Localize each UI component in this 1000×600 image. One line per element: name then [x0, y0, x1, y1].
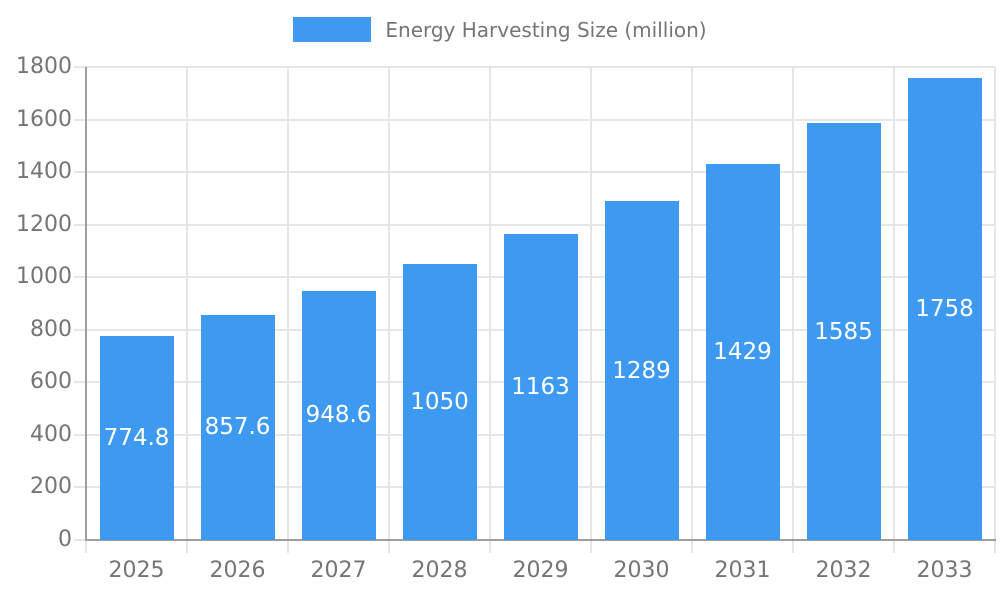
y-tick-label: 1200 [16, 211, 72, 237]
y-tick-label: 1800 [16, 54, 72, 79]
y-tick-label: 1600 [16, 106, 72, 132]
y-tick-label: 1400 [16, 159, 72, 185]
bar[interactable] [907, 78, 982, 540]
v-gridline [893, 67, 895, 553]
x-tick-label: 2030 [613, 558, 670, 583]
h-gridline [74, 223, 995, 226]
y-tick-label: 1000 [16, 264, 72, 290]
bar[interactable] [301, 290, 376, 540]
bar-value-label: 1163 [511, 374, 570, 401]
bar-value-label: 1585 [814, 318, 873, 345]
x-tick-label: 2027 [310, 558, 367, 583]
bar-value-label: 1429 [713, 339, 772, 366]
v-gridline [792, 67, 794, 553]
v-gridline [186, 67, 188, 553]
x-tick-label: 2033 [916, 558, 973, 583]
bar[interactable] [99, 336, 174, 540]
x-tick-label: 2026 [209, 558, 266, 583]
v-gridline [489, 67, 491, 553]
y-tick-label: 600 [30, 369, 72, 395]
x-tick-label: 2029 [512, 558, 569, 583]
v-gridline [590, 67, 592, 553]
h-gridline [74, 171, 995, 174]
bar[interactable] [402, 264, 477, 540]
v-gridline [994, 67, 996, 553]
bar-value-label: 857.6 [204, 414, 271, 441]
y-axis-line [85, 67, 87, 541]
bar[interactable] [604, 201, 679, 540]
bar-value-label: 1758 [915, 296, 974, 323]
chart-legend[interactable]: Energy Harvesting Size (million) [0, 17, 1000, 42]
v-gridline [388, 67, 390, 553]
v-gridline [691, 67, 693, 553]
bar[interactable] [200, 314, 275, 540]
bar-value-label: 948.6 [305, 402, 372, 429]
legend-label: Energy Harvesting Size (million) [385, 17, 707, 42]
y-tick-label: 0 [58, 527, 72, 552]
bar-value-label: 774.8 [103, 425, 170, 452]
h-gridline [74, 118, 995, 121]
x-tick-label: 2025 [108, 558, 165, 583]
v-gridline [287, 67, 289, 553]
y-tick-label: 200 [30, 474, 72, 500]
x-axis-line [85, 539, 996, 541]
bar-value-label: 1289 [612, 357, 671, 384]
h-gridline [74, 66, 995, 68]
y-tick-label: 400 [30, 421, 72, 447]
bar-value-label: 1050 [410, 389, 469, 416]
bar[interactable] [503, 234, 578, 540]
y-tick-label: 800 [30, 316, 72, 342]
x-tick-label: 2031 [714, 558, 771, 583]
x-tick-label: 2032 [815, 558, 872, 583]
bar[interactable] [806, 123, 881, 540]
bar[interactable] [705, 164, 780, 540]
legend-color-swatch [293, 17, 372, 42]
x-tick-label: 2028 [411, 558, 468, 583]
